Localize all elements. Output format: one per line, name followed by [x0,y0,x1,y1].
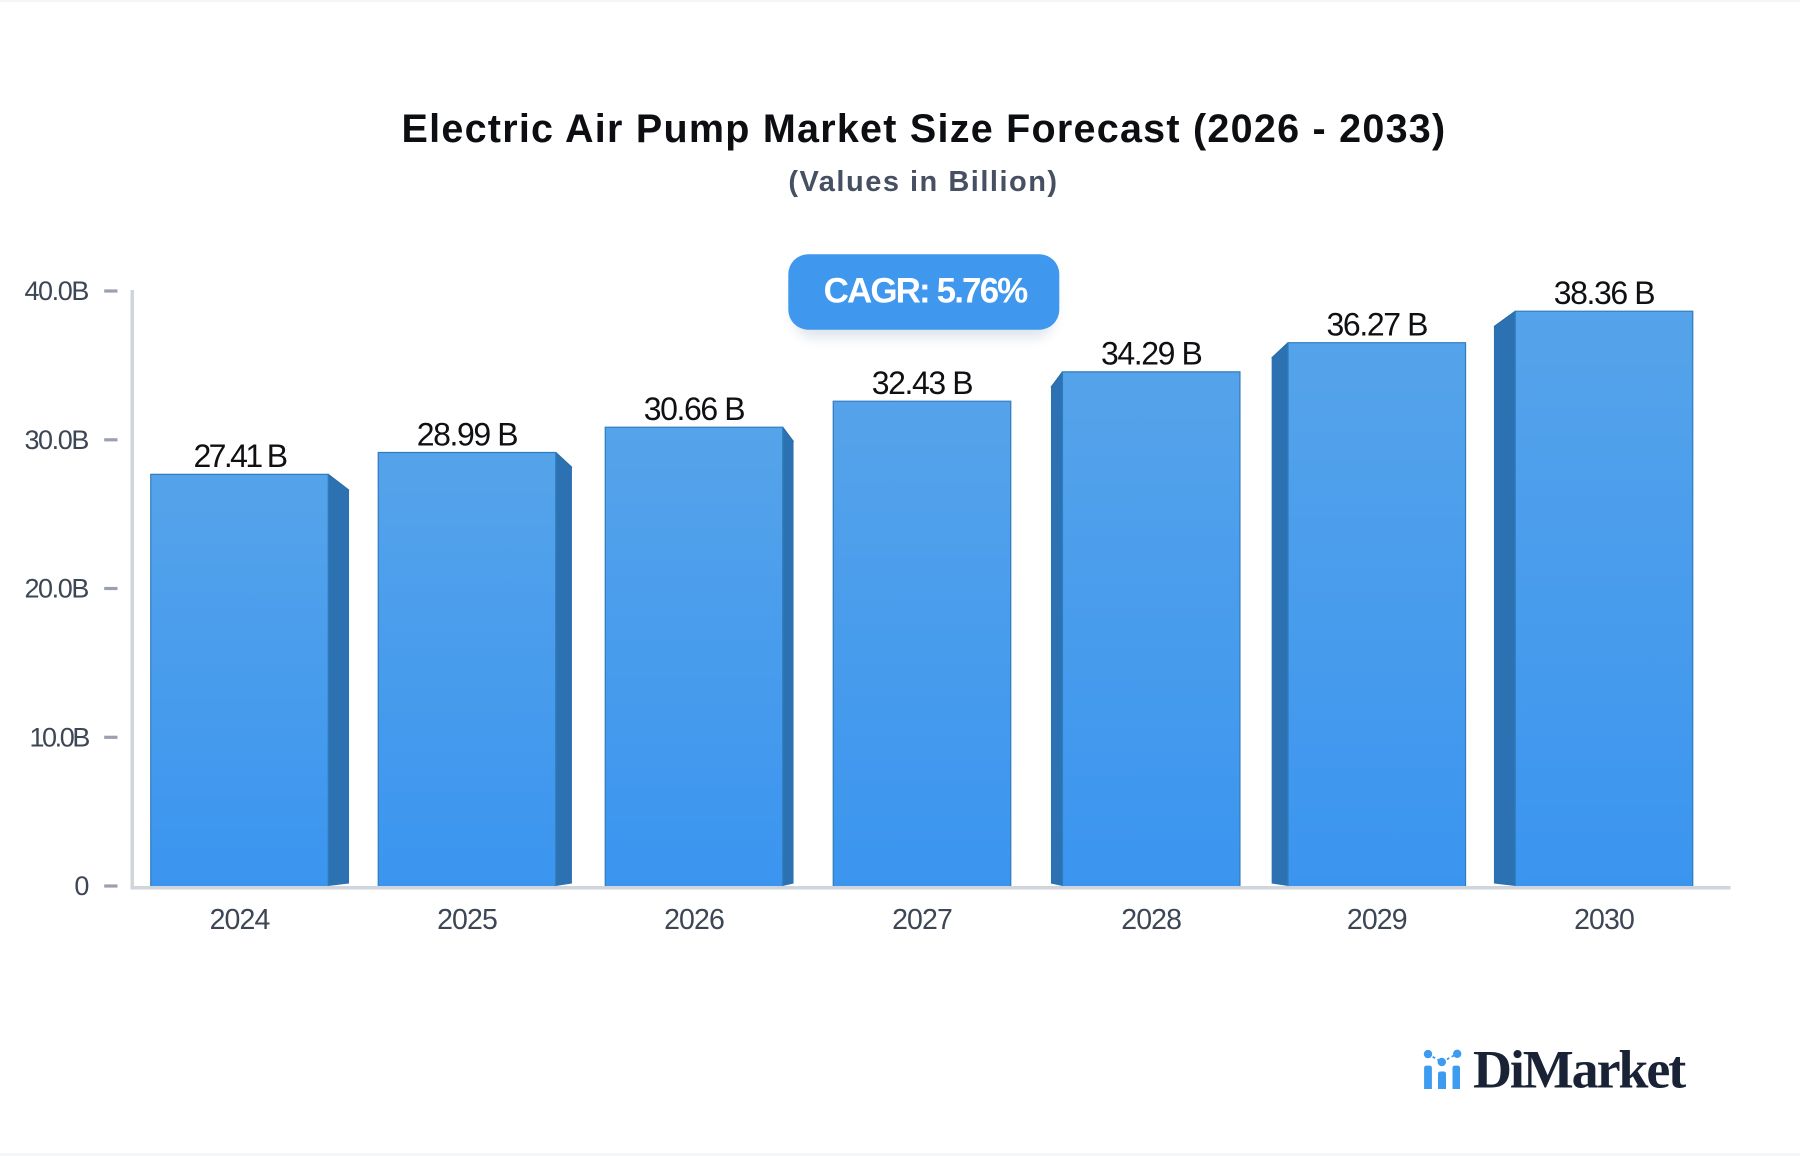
svg-text:38.36 B: 38.36 B [1554,275,1655,311]
svg-text:27.41 B: 27.41 B [193,438,286,474]
svg-text:2028: 2028 [1121,904,1181,936]
svg-text:2024: 2024 [210,904,271,936]
svg-text:40.0B: 40.0B [24,276,88,306]
svg-text:2029: 2029 [1347,904,1407,936]
svg-text:34.29 B: 34.29 B [1101,336,1202,372]
svg-text:28.99 B: 28.99 B [417,416,518,452]
svg-text:32.43 B: 32.43 B [872,365,973,401]
svg-text:36.27 B: 36.27 B [1327,307,1428,343]
svg-text:(Values in Billion): (Values in Billion) [788,166,1058,198]
svg-text:30.0B: 30.0B [24,425,88,455]
svg-text:CAGR: 5.76%: CAGR: 5.76% [824,272,1029,311]
svg-text:Electric Air Pump Market Size: Electric Air Pump Market Size Forecast (… [402,107,1447,151]
svg-text:2026: 2026 [664,904,724,936]
svg-text:0: 0 [74,871,88,901]
svg-text:20.0B: 20.0B [24,574,88,604]
svg-text:30.66 B: 30.66 B [644,391,745,427]
svg-text:10.0B: 10.0B [29,722,89,752]
svg-text:2027: 2027 [892,904,952,936]
svg-text:2030: 2030 [1574,904,1634,936]
svg-text:2025: 2025 [437,904,497,936]
svg-text:DiMarket: DiMarket [1473,1040,1686,1100]
